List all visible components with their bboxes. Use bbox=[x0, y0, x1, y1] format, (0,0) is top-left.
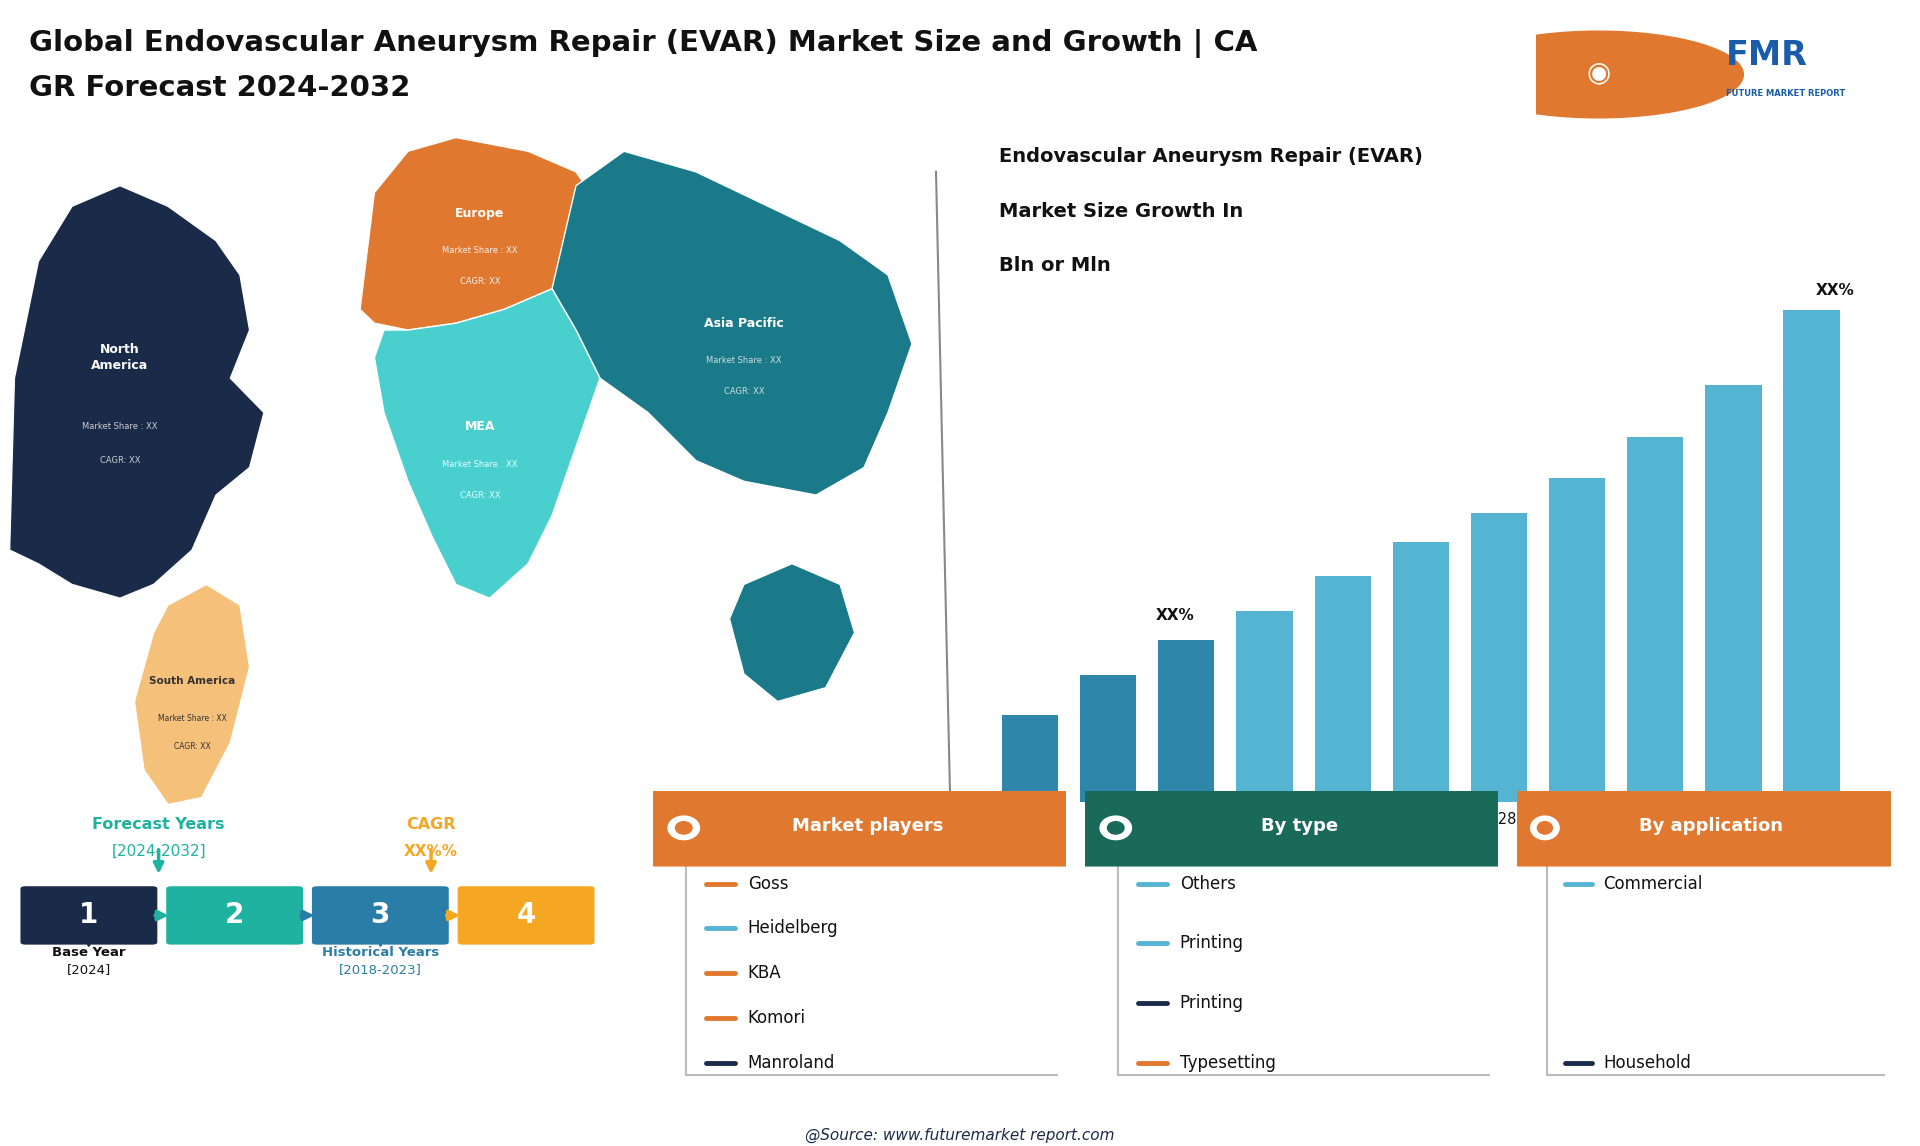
Bar bbox=[1549, 478, 1605, 802]
Text: 4: 4 bbox=[516, 902, 536, 929]
FancyBboxPatch shape bbox=[21, 886, 157, 944]
Text: Bln or Mln: Bln or Mln bbox=[998, 256, 1110, 275]
Text: Market players: Market players bbox=[791, 817, 943, 835]
Text: Asia Pacific: Asia Pacific bbox=[705, 316, 783, 330]
Text: ◉: ◉ bbox=[1586, 58, 1611, 86]
Circle shape bbox=[1530, 816, 1559, 840]
Text: CAGR: XX: CAGR: XX bbox=[459, 490, 501, 500]
Polygon shape bbox=[374, 289, 599, 598]
Text: @Source: www.futuremarket report.com: @Source: www.futuremarket report.com bbox=[804, 1129, 1116, 1144]
Text: Typesetting: Typesetting bbox=[1179, 1054, 1275, 1072]
Polygon shape bbox=[730, 564, 854, 701]
Text: Market Share : XX: Market Share : XX bbox=[707, 356, 781, 366]
Text: KBA: KBA bbox=[747, 964, 781, 982]
Text: [2024-2032]: [2024-2032] bbox=[111, 843, 205, 858]
Text: [2024]: [2024] bbox=[67, 964, 111, 976]
FancyBboxPatch shape bbox=[457, 886, 595, 944]
Text: Base Year: Base Year bbox=[52, 945, 125, 959]
Bar bbox=[1158, 639, 1215, 802]
Text: Goss: Goss bbox=[747, 874, 789, 893]
Text: CAGR: XX: CAGR: XX bbox=[173, 741, 211, 751]
Text: By type: By type bbox=[1261, 817, 1338, 835]
Text: Market Share : XX: Market Share : XX bbox=[442, 246, 518, 256]
Text: Household: Household bbox=[1603, 1054, 1692, 1072]
Text: Printing: Printing bbox=[1179, 995, 1244, 1012]
Text: FUTURE MARKET REPORT: FUTURE MARKET REPORT bbox=[1726, 88, 1845, 97]
Text: XX%: XX% bbox=[1816, 283, 1855, 298]
Circle shape bbox=[1453, 31, 1743, 118]
Circle shape bbox=[676, 822, 691, 834]
Text: Manroland: Manroland bbox=[747, 1054, 835, 1072]
Text: FMR: FMR bbox=[1726, 39, 1809, 72]
Text: Forecast Years: Forecast Years bbox=[92, 817, 225, 832]
Text: Global Endovascular Aneurysm Repair (EVAR) Market Size and Growth | CA: Global Endovascular Aneurysm Repair (EVA… bbox=[29, 29, 1258, 57]
Text: South America: South America bbox=[150, 676, 234, 685]
Bar bbox=[1784, 309, 1839, 802]
Bar bbox=[1081, 675, 1137, 802]
Text: By application: By application bbox=[1640, 817, 1784, 835]
Text: XX%%: XX%% bbox=[403, 843, 459, 858]
Polygon shape bbox=[553, 151, 912, 495]
Text: Market Share : XX: Market Share : XX bbox=[83, 422, 157, 431]
Circle shape bbox=[1538, 822, 1553, 834]
FancyBboxPatch shape bbox=[1507, 790, 1901, 866]
Circle shape bbox=[1108, 822, 1123, 834]
Text: Historical Years: Historical Years bbox=[323, 945, 440, 959]
Text: Komori: Komori bbox=[747, 1010, 806, 1027]
Text: Market Share : XX: Market Share : XX bbox=[442, 460, 518, 469]
FancyBboxPatch shape bbox=[167, 886, 303, 944]
Text: Others: Others bbox=[1179, 874, 1236, 893]
Text: Heidelberg: Heidelberg bbox=[747, 919, 839, 937]
Text: XX%: XX% bbox=[1156, 607, 1194, 622]
FancyBboxPatch shape bbox=[1075, 790, 1507, 866]
Bar bbox=[1236, 611, 1292, 802]
Text: CAGR: XX: CAGR: XX bbox=[724, 387, 764, 397]
Text: North
America: North America bbox=[92, 343, 148, 372]
Bar bbox=[1705, 385, 1761, 802]
Bar bbox=[1626, 438, 1684, 802]
Text: [2018-2023]: [2018-2023] bbox=[340, 964, 422, 976]
Text: CAGR: CAGR bbox=[407, 817, 455, 832]
Text: Market Size Growth In: Market Size Growth In bbox=[998, 202, 1242, 220]
Polygon shape bbox=[134, 584, 250, 804]
Text: MEA: MEA bbox=[465, 419, 495, 433]
Text: Market Share : XX: Market Share : XX bbox=[157, 714, 227, 723]
Circle shape bbox=[1100, 816, 1131, 840]
Text: Endovascular Aneurysm Repair (EVAR): Endovascular Aneurysm Repair (EVAR) bbox=[998, 148, 1423, 166]
Bar bbox=[1002, 715, 1058, 802]
Polygon shape bbox=[361, 138, 599, 330]
Bar bbox=[1471, 512, 1526, 802]
FancyBboxPatch shape bbox=[311, 886, 449, 944]
Text: CAGR: XX: CAGR: XX bbox=[459, 277, 501, 286]
FancyBboxPatch shape bbox=[643, 790, 1075, 866]
Text: Commercial: Commercial bbox=[1603, 874, 1703, 893]
Bar bbox=[1315, 576, 1371, 802]
Polygon shape bbox=[10, 186, 265, 598]
Text: 3: 3 bbox=[371, 902, 390, 929]
Text: Printing: Printing bbox=[1179, 934, 1244, 952]
Text: CAGR: XX: CAGR: XX bbox=[100, 456, 140, 465]
Text: Europe: Europe bbox=[455, 206, 505, 220]
Text: 1: 1 bbox=[79, 902, 98, 929]
Text: 2: 2 bbox=[225, 902, 244, 929]
Circle shape bbox=[668, 816, 699, 840]
Text: GR Forecast 2024-2032: GR Forecast 2024-2032 bbox=[29, 74, 411, 102]
Bar bbox=[1392, 542, 1450, 802]
